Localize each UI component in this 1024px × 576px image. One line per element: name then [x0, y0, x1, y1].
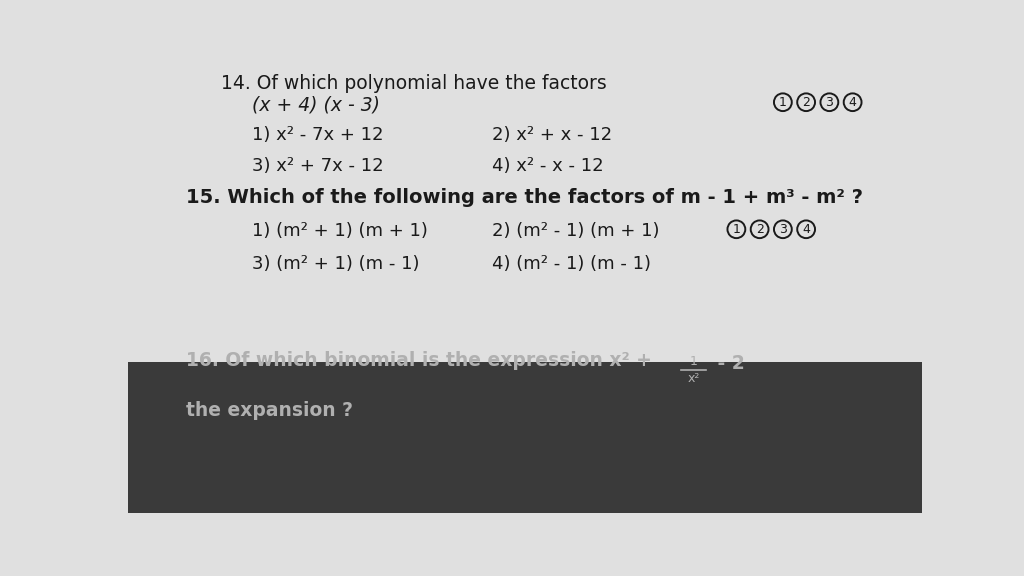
- Text: 16. Of which binomial is the expression x² +: 16. Of which binomial is the expression …: [186, 351, 658, 370]
- Text: 2: 2: [756, 223, 764, 236]
- Text: (x + 4) (x - 3): (x + 4) (x - 3): [252, 95, 380, 114]
- Text: 4) (m² - 1) (m - 1): 4) (m² - 1) (m - 1): [493, 255, 651, 272]
- Text: 3: 3: [779, 223, 786, 236]
- Text: 15. Which of the following are the factors of m - 1 + m³ - m² ?: 15. Which of the following are the facto…: [186, 188, 863, 207]
- Text: 3) (m² + 1) (m - 1): 3) (m² + 1) (m - 1): [252, 255, 420, 272]
- Bar: [128, 362, 922, 513]
- Text: 1) (m² + 1) (m + 1): 1) (m² + 1) (m + 1): [252, 222, 428, 240]
- Text: 4: 4: [802, 223, 810, 236]
- Text: 1: 1: [779, 96, 786, 109]
- Text: 4: 4: [849, 96, 856, 109]
- Text: 2) (m² - 1) (m + 1): 2) (m² - 1) (m + 1): [493, 222, 659, 240]
- Text: 1) x² - 7x + 12: 1) x² - 7x + 12: [252, 126, 384, 144]
- Text: 1: 1: [732, 223, 740, 236]
- Text: 3) x² + 7x - 12: 3) x² + 7x - 12: [252, 157, 384, 175]
- Text: 4) x² - x - 12: 4) x² - x - 12: [493, 157, 604, 175]
- Bar: [128, 69, 922, 362]
- Text: 14. Of which polynomial have the factors: 14. Of which polynomial have the factors: [221, 74, 607, 93]
- Text: 2) x² + x - 12: 2) x² + x - 12: [493, 126, 612, 144]
- Text: 1: 1: [690, 355, 697, 368]
- Text: x²: x²: [687, 373, 700, 385]
- Text: - 2: - 2: [711, 354, 744, 373]
- Text: the expansion ?: the expansion ?: [186, 401, 353, 420]
- Text: 2: 2: [802, 96, 810, 109]
- Text: 3: 3: [825, 96, 834, 109]
